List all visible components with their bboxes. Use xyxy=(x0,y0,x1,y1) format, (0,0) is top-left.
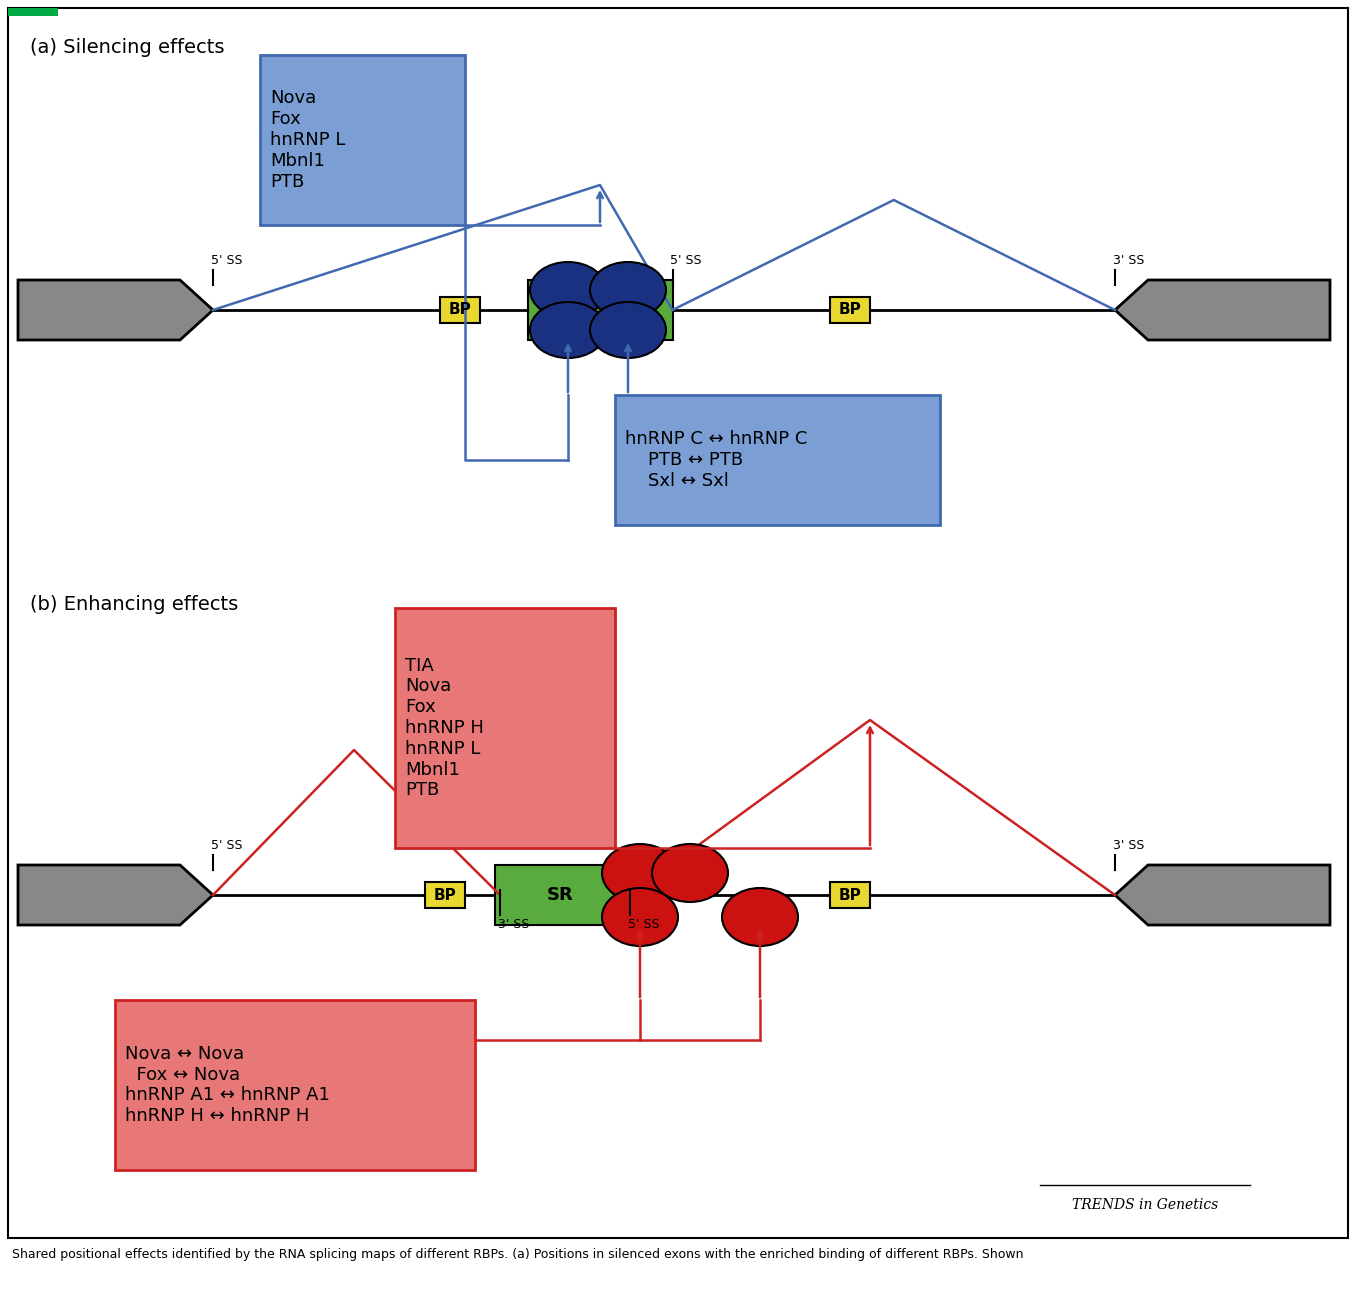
Text: 5' SS: 5' SS xyxy=(212,254,243,267)
FancyBboxPatch shape xyxy=(260,55,465,225)
FancyBboxPatch shape xyxy=(830,881,871,907)
Ellipse shape xyxy=(652,844,728,902)
Bar xyxy=(527,280,673,340)
Polygon shape xyxy=(1115,280,1330,340)
Text: BP: BP xyxy=(838,888,861,902)
Text: SR: SR xyxy=(546,885,574,904)
Ellipse shape xyxy=(590,262,666,318)
FancyBboxPatch shape xyxy=(616,395,940,525)
Ellipse shape xyxy=(530,302,606,358)
Polygon shape xyxy=(18,280,213,340)
FancyBboxPatch shape xyxy=(830,297,871,323)
Text: 5' SS: 5' SS xyxy=(212,838,243,852)
Ellipse shape xyxy=(602,888,678,947)
Ellipse shape xyxy=(590,302,666,358)
FancyBboxPatch shape xyxy=(395,608,616,848)
Text: hnRNP C ↔ hnRNP C
    PTB ↔ PTB
    Sxl ↔ Sxl: hnRNP C ↔ hnRNP C PTB ↔ PTB Sxl ↔ Sxl xyxy=(625,430,807,490)
Text: (b) Enhancing effects: (b) Enhancing effects xyxy=(30,595,239,615)
Ellipse shape xyxy=(602,844,678,902)
Bar xyxy=(495,865,625,924)
Text: BP: BP xyxy=(449,302,472,318)
FancyBboxPatch shape xyxy=(439,297,480,323)
Text: 3' SS: 3' SS xyxy=(1113,254,1144,267)
Text: Shared positional effects identified by the RNA splicing maps of different RBPs.: Shared positional effects identified by … xyxy=(12,1249,1024,1262)
Bar xyxy=(8,8,58,16)
Text: Nova ↔ Nova
  Fox ↔ Nova
hnRNP A1 ↔ hnRNP A1
hnRNP H ↔ hnRNP H: Nova ↔ Nova Fox ↔ Nova hnRNP A1 ↔ hnRNP … xyxy=(125,1044,330,1125)
Text: 5' SS: 5' SS xyxy=(670,254,702,267)
Ellipse shape xyxy=(721,888,797,947)
Ellipse shape xyxy=(530,262,606,318)
Polygon shape xyxy=(18,865,213,924)
Text: 5' SS: 5' SS xyxy=(628,918,659,931)
FancyBboxPatch shape xyxy=(115,1000,475,1170)
Text: BP: BP xyxy=(434,888,457,902)
Text: (a) Silencing effects: (a) Silencing effects xyxy=(30,38,225,57)
Text: Nova
Fox
hnRNP L
Mbnl1
PTB: Nova Fox hnRNP L Mbnl1 PTB xyxy=(270,90,346,190)
Polygon shape xyxy=(1115,865,1330,924)
FancyBboxPatch shape xyxy=(424,881,465,907)
Text: TRENDS in Genetics: TRENDS in Genetics xyxy=(1071,1198,1218,1212)
Text: 3' SS: 3' SS xyxy=(498,918,529,931)
Text: TIA
Nova
Fox
hnRNP H
hnRNP L
Mbnl1
PTB: TIA Nova Fox hnRNP H hnRNP L Mbnl1 PTB xyxy=(405,656,484,799)
Text: BP: BP xyxy=(838,302,861,318)
Text: 3' SS: 3' SS xyxy=(1113,838,1144,852)
